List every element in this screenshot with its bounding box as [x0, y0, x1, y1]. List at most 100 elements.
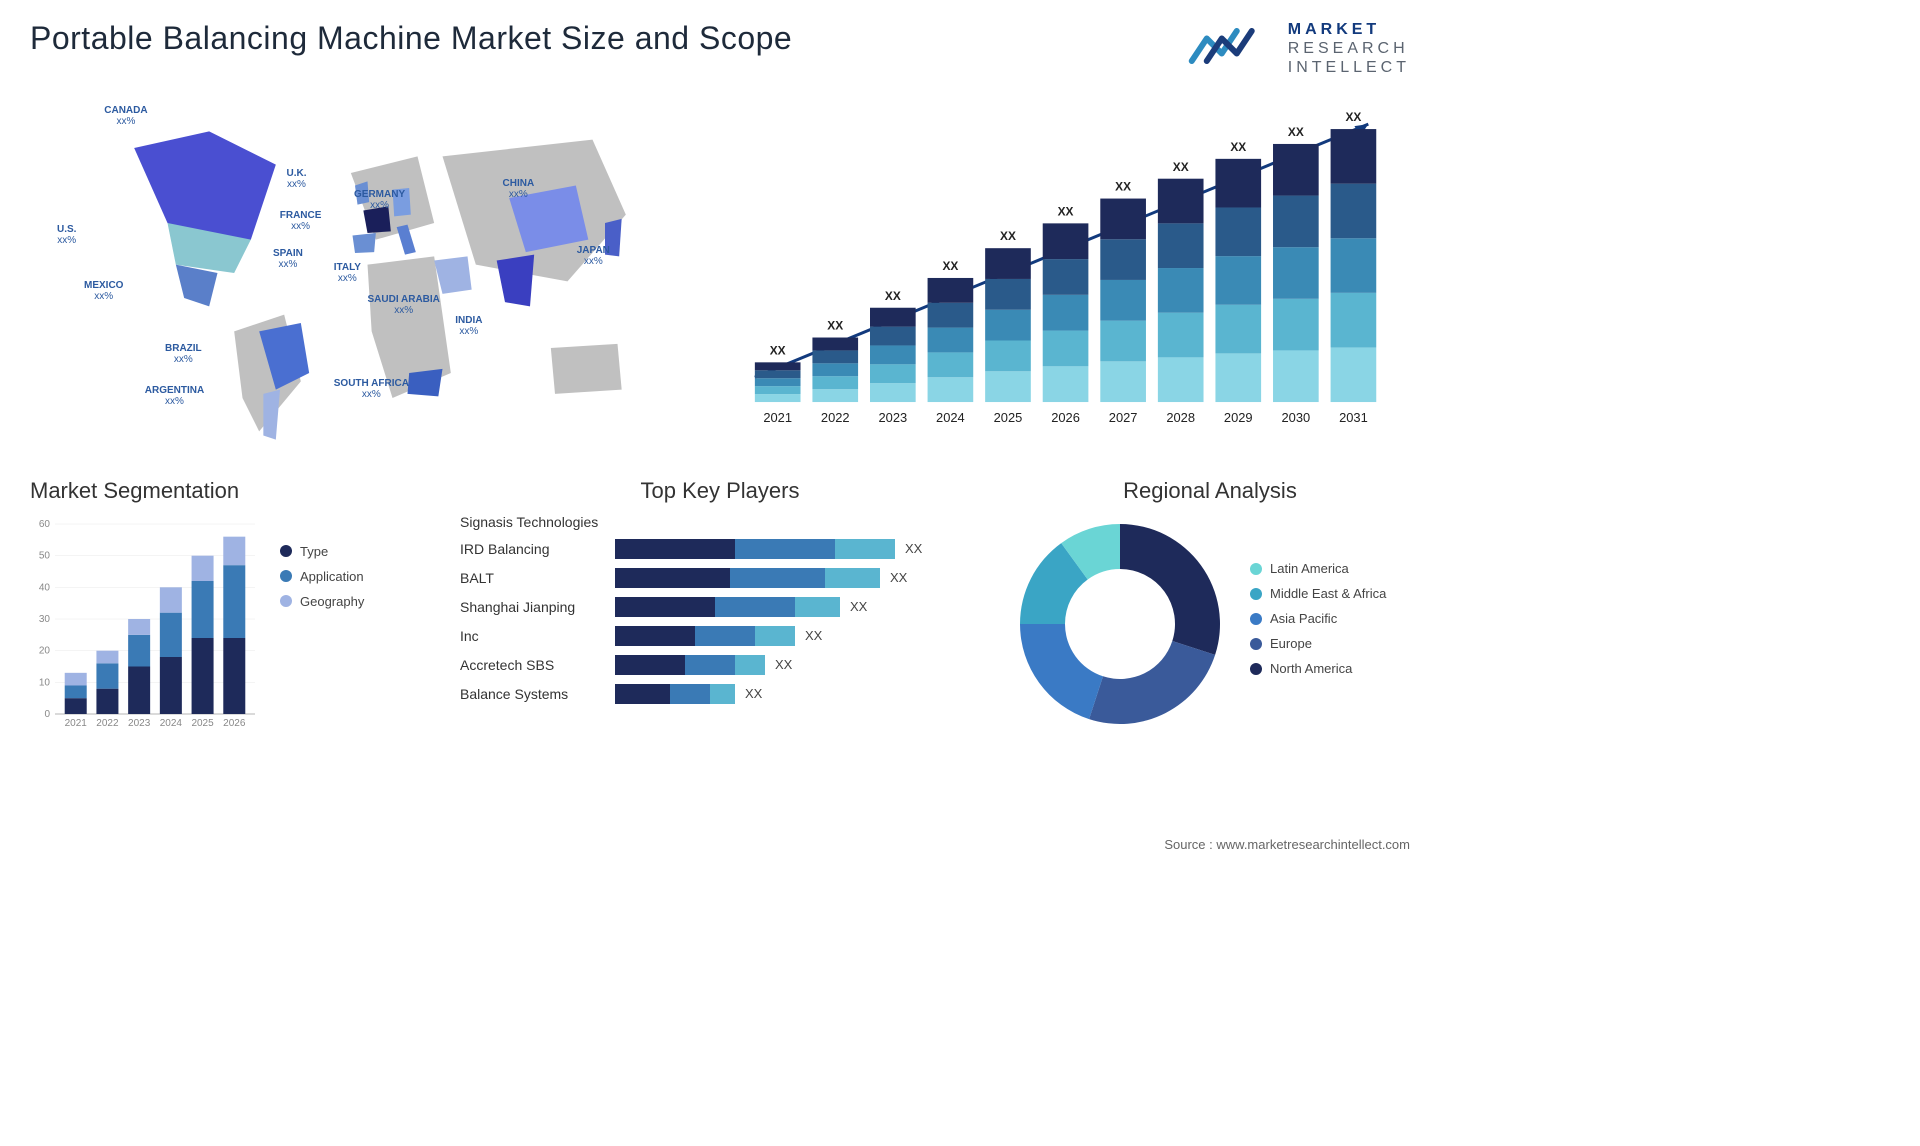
growth-bar-2030-seg4 — [1273, 350, 1319, 402]
map-label-southafrica: SOUTH AFRICAxx% — [334, 378, 409, 400]
growth-bar-2024-seg0 — [928, 278, 974, 303]
growth-bar-2024-seg1 — [928, 302, 974, 327]
growth-bar-2031-seg3 — [1331, 292, 1377, 347]
player-row: IRD BalancingXX — [460, 539, 980, 559]
segmentation-panel: Market Segmentation 01020304050602021202… — [30, 478, 430, 734]
donut-slice — [1020, 624, 1103, 719]
map-label-spain: SPAINxx% — [273, 248, 303, 270]
map-label-saudiarabia: SAUDI ARABIAxx% — [368, 294, 440, 316]
growth-bar-2028-seg2 — [1158, 268, 1204, 313]
map-label-brazil: BRAZILxx% — [165, 343, 202, 365]
player-value: XX — [775, 657, 792, 672]
growth-bar-2026-seg1 — [1043, 259, 1089, 295]
growth-bar-label-2031: XX — [1345, 110, 1361, 124]
map-label-canada: CANADAxx% — [104, 105, 147, 127]
map-region-saf — [408, 368, 443, 396]
seg-bar-2022-s1 — [96, 663, 118, 688]
growth-bar-2027-seg3 — [1100, 320, 1146, 361]
growth-bar-2030-seg1 — [1273, 195, 1319, 247]
growth-bar-2031-seg4 — [1331, 347, 1377, 402]
growth-year-2022: 2022 — [821, 409, 850, 424]
player-value: XX — [745, 686, 762, 701]
growth-bar-2026-seg2 — [1043, 294, 1089, 330]
player-label: Inc — [460, 628, 615, 644]
growth-bar-2021-seg2 — [755, 378, 801, 386]
players-list: Signasis Technologies IRD BalancingXXBAL… — [460, 514, 980, 704]
world-map-panel: CANADAxx%U.S.xx%MEXICOxx%BRAZILxx%ARGENT… — [30, 98, 705, 448]
player-label: Shanghai Jianping — [460, 599, 615, 615]
map-label-uk: U.K.xx% — [287, 168, 307, 190]
seg-bar-2022-s2 — [96, 650, 118, 663]
growth-bar-2021-seg3 — [755, 386, 801, 394]
map-label-china: CHINAxx% — [503, 178, 535, 200]
map-region-sp — [353, 233, 376, 253]
growth-bar-2024-seg3 — [928, 352, 974, 377]
growth-bar-2027-seg1 — [1100, 239, 1146, 280]
growth-year-2030: 2030 — [1282, 409, 1311, 424]
seg-bar-2024-s0 — [160, 657, 182, 714]
growth-bar-2024-seg2 — [928, 327, 974, 352]
top-row: CANADAxx%U.S.xx%MEXICOxx%BRAZILxx%ARGENT… — [30, 98, 1410, 448]
bottom-row: Market Segmentation 01020304050602021202… — [30, 478, 1410, 734]
growth-bar-2022-seg0 — [812, 337, 858, 350]
svg-text:10: 10 — [39, 677, 51, 688]
header: Portable Balancing Machine Market Size a… — [30, 20, 1410, 78]
regional-legend-item: North America — [1250, 661, 1386, 676]
seg-bar-2021-s1 — [65, 685, 87, 698]
growth-bar-2028-seg4 — [1158, 357, 1204, 402]
seg-bar-2024-s2 — [160, 587, 182, 612]
player-label: IRD Balancing — [460, 541, 615, 557]
growth-bar-2031-seg1 — [1331, 183, 1377, 238]
growth-bar-2026-seg3 — [1043, 330, 1089, 366]
svg-text:2026: 2026 — [223, 718, 246, 729]
growth-bar-2028-seg0 — [1158, 178, 1204, 223]
seg-bar-2025-s2 — [192, 555, 214, 580]
seg-bar-2026-s2 — [223, 536, 245, 565]
donut-slice — [1120, 524, 1220, 655]
logo-mark-icon — [1188, 21, 1278, 76]
player-label: BALT — [460, 570, 615, 586]
map-label-france: FRANCExx% — [280, 210, 322, 232]
growth-bar-label-2029: XX — [1230, 139, 1246, 153]
map-region-au — [551, 343, 622, 393]
map-region-me — [434, 256, 472, 293]
map-label-germany: GERMANYxx% — [354, 189, 405, 211]
svg-text:2023: 2023 — [128, 718, 151, 729]
growth-bar-label-2023: XX — [885, 288, 901, 302]
growth-bar-2021-seg4 — [755, 394, 801, 402]
map-region-ar — [263, 389, 280, 439]
growth-bar-2029-seg0 — [1215, 158, 1261, 207]
seg-legend-type: Type — [280, 544, 364, 559]
regional-title: Regional Analysis — [1010, 478, 1410, 504]
growth-bar-2022-seg2 — [812, 363, 858, 376]
growth-bar-2025-seg0 — [985, 248, 1031, 279]
growth-chart-svg: XX2021XX2022XX2023XX2024XX2025XX2026XX20… — [735, 98, 1410, 448]
seg-bar-2025-s0 — [192, 638, 214, 714]
growth-bar-2027-seg2 — [1100, 280, 1146, 321]
player-bar — [615, 597, 840, 617]
svg-text:60: 60 — [39, 519, 51, 530]
growth-year-2021: 2021 — [763, 409, 792, 424]
growth-bar-2022-seg4 — [812, 389, 858, 402]
growth-bar-label-2027: XX — [1115, 179, 1131, 193]
seg-bar-2026-s1 — [223, 565, 245, 638]
player-row: Balance SystemsXX — [460, 684, 980, 704]
logo-text: MARKET RESEARCH INTELLECT — [1288, 20, 1410, 78]
player-row: BALTXX — [460, 568, 980, 588]
player-bar — [615, 655, 765, 675]
map-region-in — [497, 254, 534, 306]
growth-bar-2030-seg3 — [1273, 298, 1319, 350]
growth-chart-panel: XX2021XX2022XX2023XX2024XX2025XX2026XX20… — [735, 98, 1410, 448]
donut-chart-svg — [1010, 514, 1230, 734]
growth-bar-2023-seg3 — [870, 364, 916, 383]
brand-logo: MARKET RESEARCH INTELLECT — [1188, 20, 1410, 78]
map-label-india: INDIAxx% — [455, 315, 482, 337]
growth-bar-2030-seg0 — [1273, 144, 1319, 196]
growth-bar-label-2030: XX — [1288, 125, 1304, 139]
growth-bar-2028-seg1 — [1158, 223, 1204, 268]
player-bar — [615, 626, 795, 646]
regional-legend-item: Asia Pacific — [1250, 611, 1386, 626]
growth-bar-2029-seg4 — [1215, 353, 1261, 402]
growth-bar-2029-seg3 — [1215, 304, 1261, 353]
growth-bar-2026-seg0 — [1043, 223, 1089, 259]
